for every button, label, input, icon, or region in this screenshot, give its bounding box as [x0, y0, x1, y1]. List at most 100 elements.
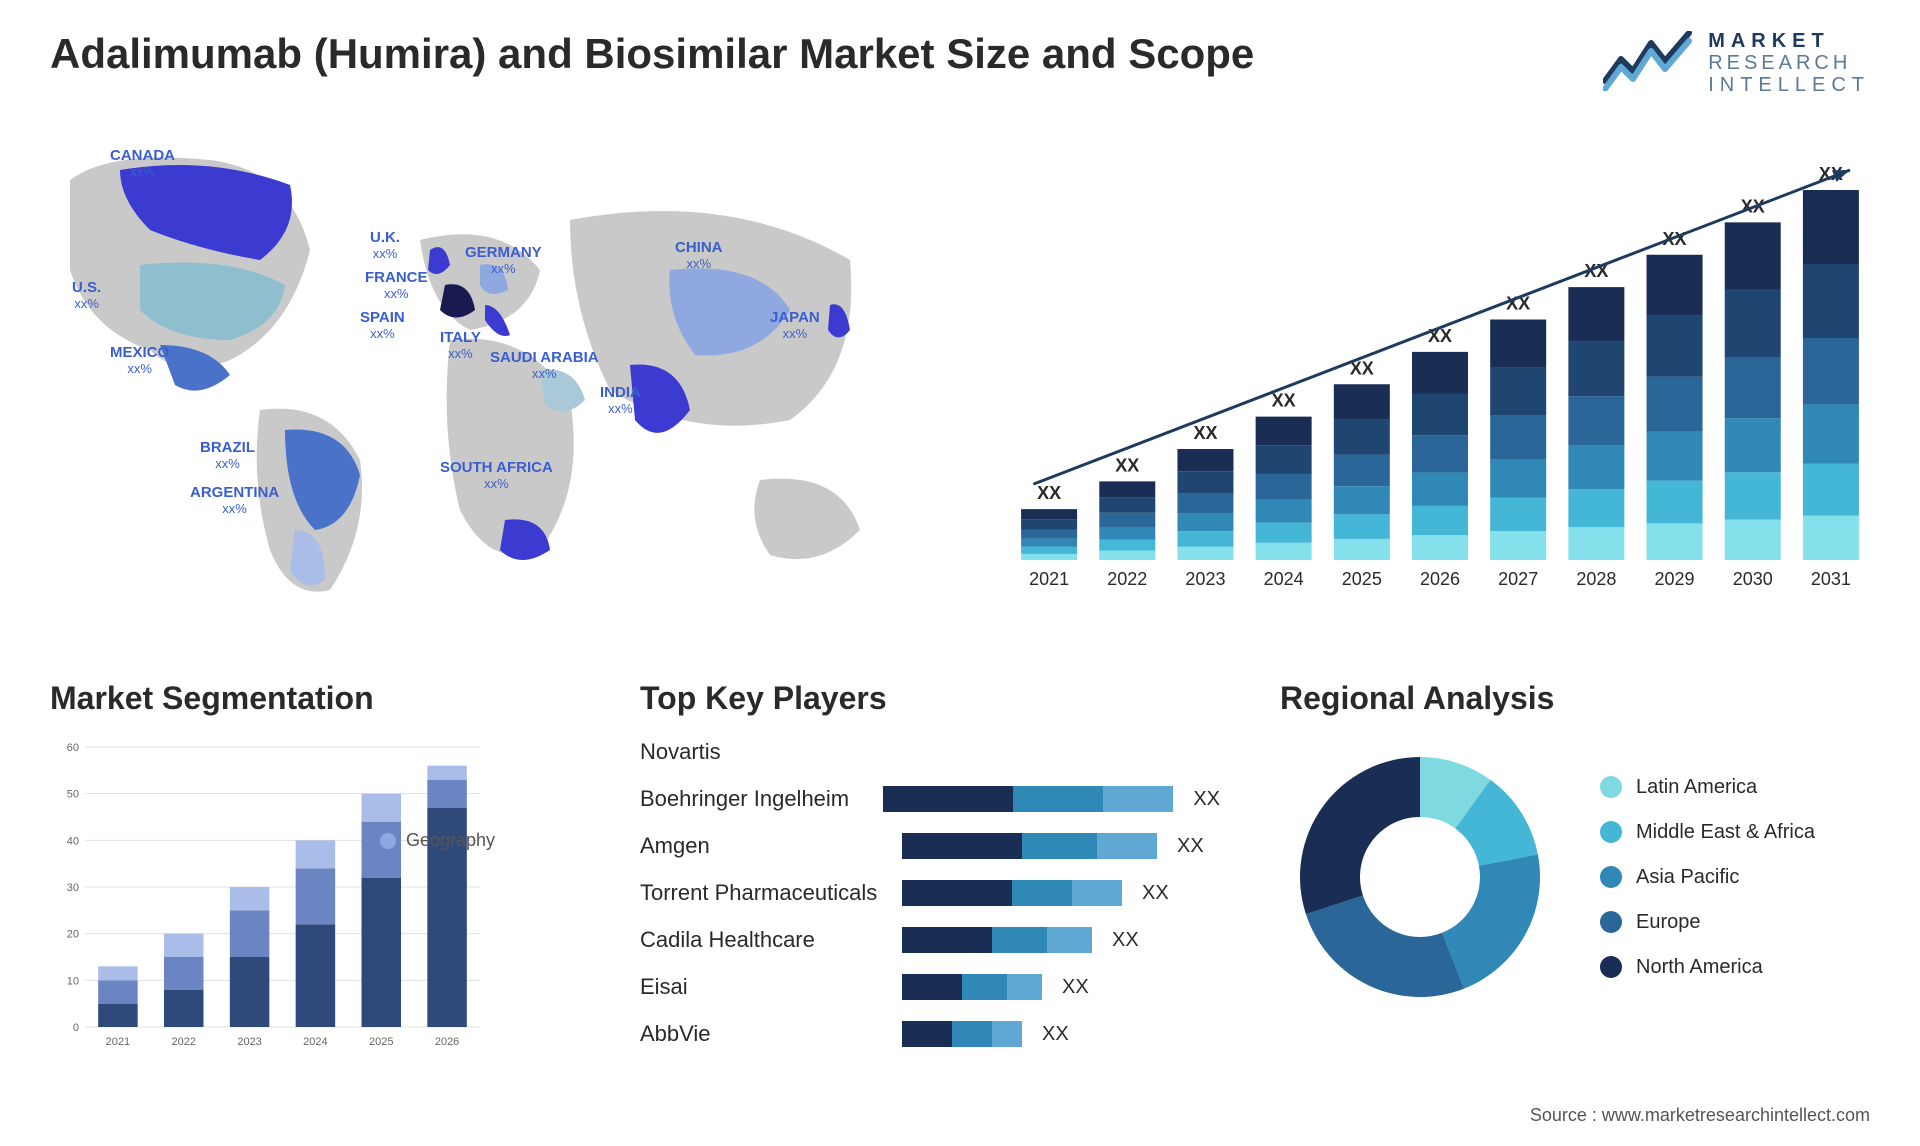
- map-label: CHINAxx%: [675, 240, 723, 271]
- svg-text:XX: XX: [1115, 455, 1139, 475]
- player-name: Eisai: [640, 974, 890, 1000]
- legend-dot: [380, 833, 396, 849]
- player-value: XX: [1177, 835, 1204, 858]
- regional-legend-item: Latin America: [1600, 776, 1815, 799]
- player-row: AbbVie XX: [640, 1017, 1220, 1051]
- player-name: Torrent Pharmaceuticals: [640, 880, 890, 906]
- svg-text:2023: 2023: [237, 1036, 261, 1048]
- world-map: CANADAxx%U.S.xx%MEXICOxx%BRAZILxx%ARGENT…: [30, 130, 930, 610]
- brand-logo: MARKET RESEARCH INTELLECT: [1603, 30, 1870, 96]
- player-name: Amgen: [640, 833, 890, 859]
- svg-text:2021: 2021: [106, 1036, 130, 1048]
- map-label: U.S.xx%: [72, 280, 101, 311]
- legend-swatch: [1600, 956, 1622, 978]
- svg-text:2025: 2025: [369, 1036, 393, 1048]
- key-players-section: Top Key Players Novartis Boehringer Ingel…: [640, 680, 1220, 1051]
- regional-analysis-section: Regional Analysis Latin America Middle Ea…: [1280, 680, 1880, 1017]
- svg-text:XX: XX: [1272, 391, 1296, 411]
- player-bar: [902, 833, 1157, 859]
- player-row: Amgen XX: [640, 829, 1220, 863]
- svg-text:2028: 2028: [1576, 569, 1616, 589]
- svg-text:2022: 2022: [1107, 569, 1147, 589]
- svg-text:2026: 2026: [1420, 569, 1460, 589]
- legend-label: Geography: [406, 830, 495, 851]
- map-label: SOUTH AFRICAxx%: [440, 460, 553, 491]
- logo-text-3: INTELLECT: [1708, 74, 1870, 96]
- player-bar: [902, 927, 1092, 953]
- page-title: Adalimumab (Humira) and Biosimilar Marke…: [50, 30, 1254, 78]
- legend-swatch: [1600, 911, 1622, 933]
- regional-legend-item: Asia Pacific: [1600, 866, 1815, 889]
- segmentation-section: Market Segmentation 0 10 20 30 40 50 60 2021 202…: [50, 680, 570, 1057]
- source-attribution: Source : www.marketresearchintellect.com: [1530, 1105, 1870, 1126]
- player-bar: [902, 880, 1122, 906]
- map-label: SPAINxx%: [360, 310, 405, 341]
- svg-text:2021: 2021: [1029, 569, 1069, 589]
- map-label: ARGENTINAxx%: [190, 485, 279, 516]
- player-row: Torrent Pharmaceuticals XX: [640, 876, 1220, 910]
- key-players-list: NovartisBoehringer IngelheimXXAmgenXXTor…: [640, 735, 1220, 1051]
- player-name: Boehringer Ingelheim: [640, 786, 871, 812]
- svg-text:XX: XX: [1193, 423, 1217, 443]
- svg-text:2025: 2025: [1342, 569, 1382, 589]
- logo-text-2: RESEARCH: [1708, 52, 1870, 74]
- svg-text:2024: 2024: [303, 1036, 327, 1048]
- map-label: MEXICOxx%: [110, 345, 169, 376]
- player-name: AbbVie: [640, 1021, 890, 1047]
- logo-text-1: MARKET: [1708, 30, 1870, 52]
- map-label: ITALYxx%: [440, 330, 481, 361]
- segmentation-title: Market Segmentation: [50, 680, 570, 717]
- svg-text:2024: 2024: [1264, 569, 1304, 589]
- legend-swatch: [1600, 821, 1622, 843]
- player-value: XX: [1142, 882, 1169, 905]
- player-value: XX: [1042, 1023, 1069, 1046]
- player-row: Cadila Healthcare XX: [640, 923, 1220, 957]
- svg-text:30: 30: [67, 882, 79, 894]
- player-value: XX: [1193, 788, 1220, 811]
- map-label: SAUDI ARABIAxx%: [490, 350, 599, 381]
- map-label: U.K.xx%: [370, 230, 400, 261]
- regional-legend-item: North America: [1600, 956, 1815, 979]
- legend-label: North America: [1636, 956, 1763, 979]
- player-name: Cadila Healthcare: [640, 927, 890, 953]
- player-bar: [883, 786, 1173, 812]
- key-players-title: Top Key Players: [640, 680, 1220, 717]
- player-row: Boehringer Ingelheim XX: [640, 782, 1220, 816]
- map-label: INDIAxx%: [600, 385, 641, 416]
- svg-text:10: 10: [67, 975, 79, 987]
- svg-text:2022: 2022: [172, 1036, 196, 1048]
- svg-text:2023: 2023: [1185, 569, 1225, 589]
- player-bar: [902, 1021, 1022, 1047]
- legend-label: Middle East & Africa: [1636, 821, 1815, 844]
- svg-text:2031: 2031: [1811, 569, 1851, 589]
- svg-text:2026: 2026: [435, 1036, 459, 1048]
- player-value: XX: [1062, 976, 1089, 999]
- map-label: GERMANYxx%: [465, 245, 542, 276]
- svg-text:20: 20: [67, 929, 79, 941]
- player-name: Novartis: [640, 739, 890, 765]
- regional-legend: Latin America Middle East & Africa Asia Pa…: [1600, 776, 1815, 979]
- player-row: Novartis: [640, 735, 1220, 769]
- legend-swatch: [1600, 776, 1622, 798]
- map-label: FRANCExx%: [365, 270, 428, 301]
- regional-legend-item: Middle East & Africa: [1600, 821, 1815, 844]
- svg-text:2030: 2030: [1733, 569, 1773, 589]
- regional-title: Regional Analysis: [1280, 680, 1880, 717]
- legend-label: Latin America: [1636, 776, 1757, 799]
- legend-swatch: [1600, 866, 1622, 888]
- svg-text:0: 0: [73, 1022, 79, 1034]
- svg-text:60: 60: [67, 742, 79, 754]
- svg-text:XX: XX: [1037, 483, 1061, 503]
- main-forecast-chart: XX2021XX2022XX2023XX2024XX2025XX2026XX20…: [1010, 160, 1870, 600]
- svg-text:2027: 2027: [1498, 569, 1538, 589]
- regional-donut-chart: [1280, 737, 1560, 1017]
- player-value: XX: [1112, 929, 1139, 952]
- regional-legend-item: Europe: [1600, 911, 1815, 934]
- svg-text:40: 40: [67, 835, 79, 847]
- segmentation-chart: 0 10 20 30 40 50 60 2021 2022 2023 2024 2025 2026: [50, 737, 490, 1057]
- map-label: BRAZILxx%: [200, 440, 255, 471]
- svg-text:50: 50: [67, 789, 79, 801]
- svg-text:2029: 2029: [1655, 569, 1695, 589]
- player-bar: [902, 974, 1042, 1000]
- segmentation-legend: Geography: [380, 830, 495, 851]
